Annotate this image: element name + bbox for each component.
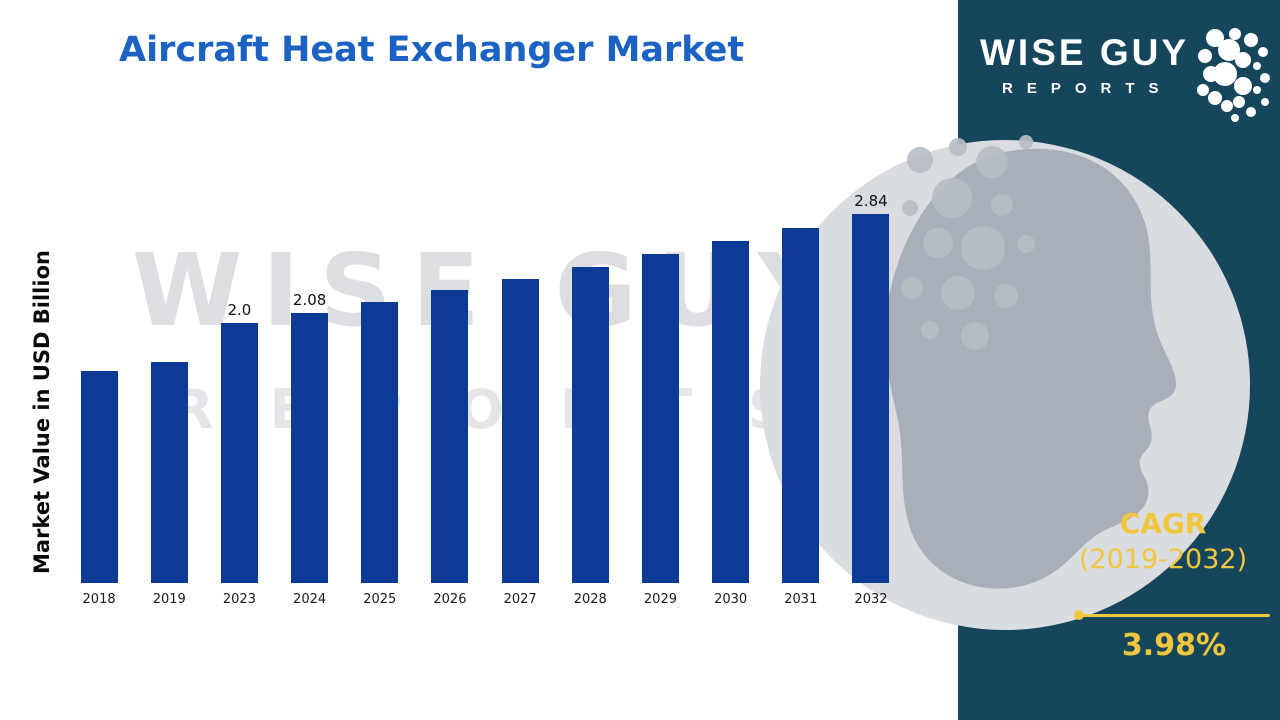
bar bbox=[150, 362, 188, 583]
bar-column: 2025 bbox=[345, 280, 415, 608]
x-tick-label: 2030 bbox=[714, 592, 748, 607]
x-tick-label: 2031 bbox=[784, 592, 818, 607]
bar-column: 2.84 2032 bbox=[836, 192, 906, 608]
bar-column: 2018 bbox=[64, 349, 134, 608]
bar-value-label: 2.0 bbox=[227, 301, 252, 319]
x-tick-label: 2018 bbox=[82, 592, 116, 607]
cagr-value: 3.98% bbox=[1121, 628, 1226, 663]
logo-wordmark: WISE GUY bbox=[980, 32, 1190, 73]
bar-column: 2031 bbox=[766, 206, 836, 608]
bar-column: 2019 bbox=[134, 340, 204, 608]
x-tick-label: 2019 bbox=[152, 592, 186, 607]
bar-value-label: 2.08 bbox=[292, 291, 327, 309]
bar bbox=[361, 302, 399, 583]
bar bbox=[431, 290, 469, 583]
bar bbox=[291, 313, 329, 583]
x-tick-label: 2028 bbox=[573, 592, 607, 607]
x-tick-label: 2023 bbox=[222, 592, 256, 607]
bar-column: 2029 bbox=[625, 232, 695, 608]
bar-column: 2.08 2024 bbox=[275, 291, 345, 608]
bar-column: 2.0 2023 bbox=[204, 301, 274, 608]
bar-column: 2028 bbox=[555, 245, 625, 608]
x-tick-label: 2029 bbox=[643, 592, 677, 607]
page-title: Aircraft Heat Exchanger Market bbox=[119, 30, 745, 70]
bar bbox=[641, 254, 679, 583]
bar bbox=[852, 214, 890, 583]
brand-logo: WISE GUY REPORTS bbox=[980, 28, 1280, 126]
bar bbox=[712, 241, 750, 583]
bar bbox=[220, 323, 258, 583]
x-tick-label: 2032 bbox=[854, 592, 888, 607]
cagr-range: (2019-2032) bbox=[1078, 544, 1248, 575]
cagr-underline bbox=[1074, 610, 1270, 620]
bar-value-label: 2.84 bbox=[854, 192, 888, 210]
bar-column: 2027 bbox=[485, 257, 555, 608]
cagr-block: CAGR (2019-2032) bbox=[1058, 506, 1268, 578]
logo-dotted-face-icon bbox=[1197, 28, 1271, 122]
y-axis-label: Market Value in USD Billion bbox=[30, 250, 54, 574]
logo-subtitle: REPORTS bbox=[1002, 80, 1173, 97]
x-tick-label: 2026 bbox=[433, 592, 467, 607]
x-tick-label: 2025 bbox=[363, 592, 397, 607]
bar bbox=[80, 371, 118, 583]
bar bbox=[782, 228, 820, 583]
bar-column: 2026 bbox=[415, 268, 485, 608]
cagr-label: CAGR bbox=[1119, 507, 1207, 540]
x-tick-label: 2024 bbox=[293, 592, 327, 607]
x-tick-label: 2027 bbox=[503, 592, 537, 607]
bar-chart: 2018 2019 2.0 2023 2.08 2024 2025 2026 2027 2028 2… bbox=[64, 128, 906, 608]
bar bbox=[571, 267, 609, 583]
bar bbox=[501, 279, 539, 583]
bar-column: 2030 bbox=[696, 219, 766, 608]
